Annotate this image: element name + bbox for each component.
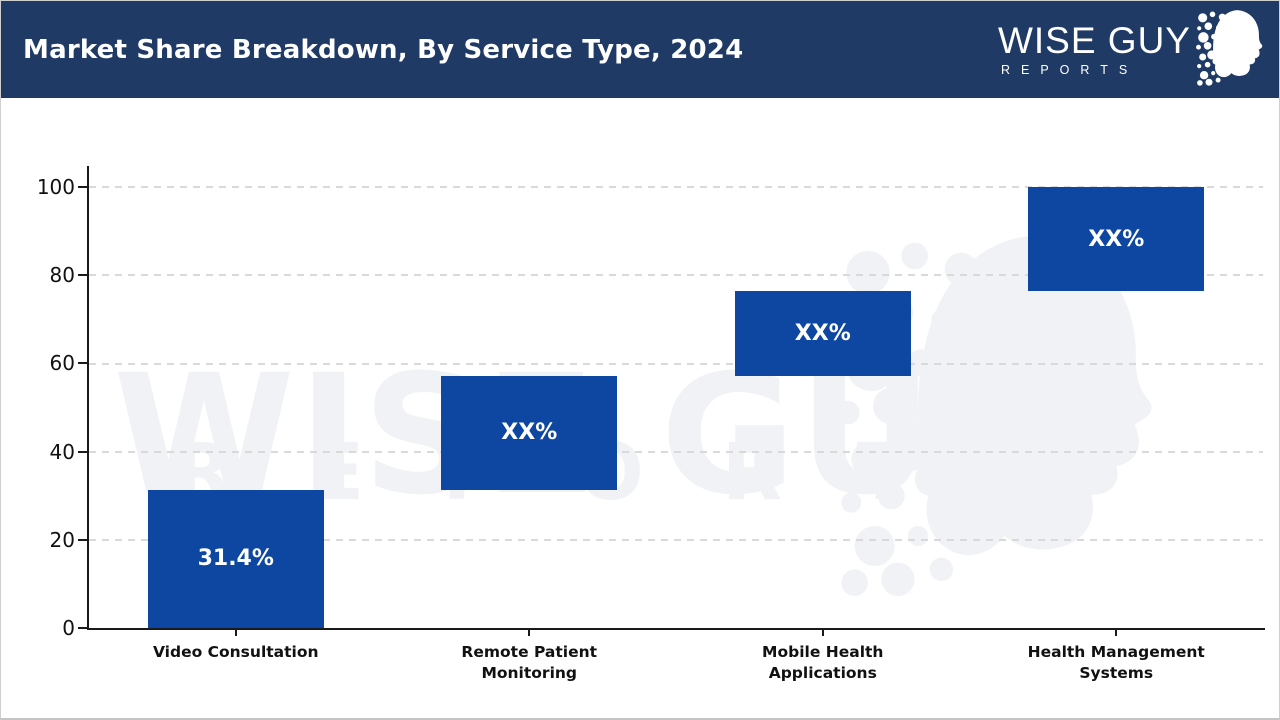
bar-value-label: 31.4% xyxy=(197,546,274,572)
x-category-label: Health Management Systems xyxy=(1027,643,1205,682)
logo-subtext: REPORTS xyxy=(1000,63,1139,77)
y-tick-mark xyxy=(78,627,87,629)
bar-segment: 31.4% xyxy=(147,489,324,628)
bar-value-label: XX% xyxy=(1088,226,1145,252)
gridline-80 xyxy=(89,274,1263,277)
y-tick-mark xyxy=(78,450,87,453)
plot-axes: 31.4% XX% XX% XX% xyxy=(87,166,1265,630)
y-tick-mark xyxy=(78,274,87,277)
gridline-60 xyxy=(89,362,1263,365)
y-tick-mark xyxy=(78,186,87,189)
logo-wordmark: WISE GUY xyxy=(997,20,1191,61)
x-tick-mark xyxy=(821,630,824,636)
gridline-20 xyxy=(89,538,1263,541)
y-tick-mark xyxy=(78,538,87,541)
x-tick-mark xyxy=(528,630,531,636)
wise-guy-logo: WISE GUY REPORTS xyxy=(998,8,1267,92)
y-tick-label: 100 xyxy=(36,175,75,200)
bar-segment: XX% xyxy=(441,376,618,490)
bar-value-label: XX% xyxy=(501,420,558,446)
header-bar: Market Share Breakdown, By Service Type,… xyxy=(1,1,1279,98)
bar-value-label: XX% xyxy=(794,321,851,347)
x-category-label: Remote Patient Monitoring xyxy=(461,643,598,682)
y-tick-mark xyxy=(78,362,87,365)
y-tick-label: 60 xyxy=(49,351,75,376)
x-tick-mark xyxy=(1115,630,1118,636)
x-category-label: Video Consultation xyxy=(152,643,319,661)
y-tick-label: 20 xyxy=(49,527,75,552)
dotted-head-profile-icon xyxy=(1193,8,1267,92)
y-tick-label: 40 xyxy=(49,439,75,464)
x-tick-mark xyxy=(234,630,237,636)
gridline-100 xyxy=(89,186,1263,189)
y-tick-label: 0 xyxy=(62,616,75,640)
logo-text-block: WISE GUY REPORTS xyxy=(998,22,1191,77)
bar-segment: XX% xyxy=(734,291,911,377)
chart-title: Market Share Breakdown, By Service Type,… xyxy=(23,34,744,65)
gridline-40 xyxy=(89,450,1263,453)
chart-area: WISE GUY REPORTS 31.4% XX% XX% XX% 0 20 40 60 8… xyxy=(1,98,1279,718)
bar-segment: XX% xyxy=(1028,187,1205,292)
x-category-label: Mobile Health Applications xyxy=(762,643,884,682)
y-tick-label: 80 xyxy=(49,263,75,288)
